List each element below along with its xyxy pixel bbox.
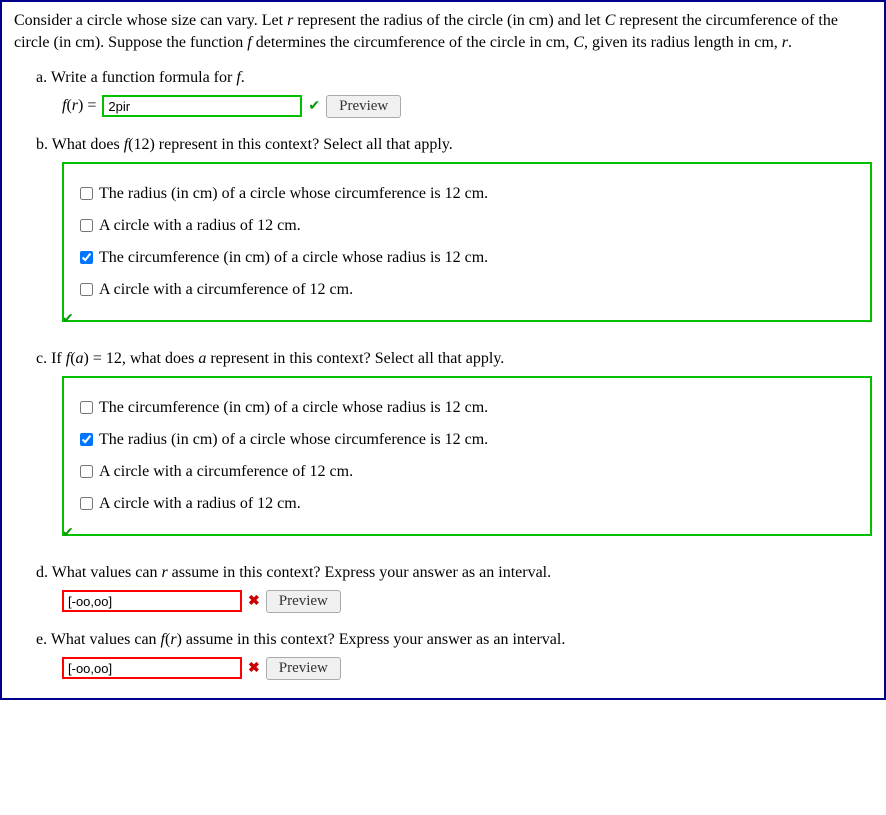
checkbox-c-1[interactable]: [80, 433, 93, 446]
checkbox-b-0[interactable]: [80, 187, 93, 200]
choice-text: The radius (in cm) of a circle whose cir…: [99, 178, 488, 210]
checkbox-b-2[interactable]: [80, 251, 93, 264]
part-e: e. What values can f(r) assume in this c…: [14, 631, 872, 680]
choice-text: The circumference (in cm) of a circle wh…: [99, 242, 488, 274]
preview-button-d[interactable]: Preview: [266, 590, 341, 613]
preview-button-a[interactable]: Preview: [326, 95, 401, 118]
intro-text: Consider a circle whose size can vary. L…: [14, 10, 872, 55]
part-d-input[interactable]: [62, 590, 242, 612]
part-c: c. If f(a) = 12, what does a represent i…: [14, 350, 872, 536]
checkbox-c-0[interactable]: [80, 401, 93, 414]
part-a: a. Write a function formula for f. f(r) …: [14, 69, 872, 118]
checkbox-b-1[interactable]: [80, 219, 93, 232]
preview-button-e[interactable]: Preview: [266, 657, 341, 680]
part-c-label: c. If f(a) = 12, what does a represent i…: [36, 350, 872, 368]
checkbox-c-3[interactable]: [80, 497, 93, 510]
part-b-label: b. What does f(12) represent in this con…: [36, 136, 872, 154]
part-a-label: a. Write a function formula for f.: [36, 69, 872, 87]
choice-text: A circle with a circumference of 12 cm.: [99, 274, 353, 306]
part-c-choices: The circumference (in cm) of a circle wh…: [62, 376, 872, 536]
part-a-lhs: f(r) =: [62, 97, 96, 115]
choice-text: A circle with a radius of 12 cm.: [99, 488, 301, 520]
choice-text: The radius (in cm) of a circle whose cir…: [99, 424, 488, 456]
checkbox-c-2[interactable]: [80, 465, 93, 478]
choice-text: A circle with a circumference of 12 cm.: [99, 456, 353, 488]
check-icon: ✔: [62, 306, 74, 334]
check-icon: ✔: [62, 520, 74, 548]
part-a-input[interactable]: [102, 95, 302, 117]
part-b: b. What does f(12) represent in this con…: [14, 136, 872, 322]
problem-container: Consider a circle whose size can vary. L…: [0, 0, 886, 700]
checkbox-b-3[interactable]: [80, 283, 93, 296]
check-icon: ✔: [308, 98, 320, 115]
part-b-choices: The radius (in cm) of a circle whose cir…: [62, 162, 872, 322]
cross-icon: ✖: [248, 593, 260, 610]
choice-text: A circle with a radius of 12 cm.: [99, 210, 301, 242]
part-e-input[interactable]: [62, 657, 242, 679]
part-d: d. What values can r assume in this cont…: [14, 564, 872, 613]
cross-icon: ✖: [248, 660, 260, 677]
part-d-label: d. What values can r assume in this cont…: [36, 564, 872, 582]
part-e-label: e. What values can f(r) assume in this c…: [36, 631, 872, 649]
choice-text: The circumference (in cm) of a circle wh…: [99, 392, 488, 424]
